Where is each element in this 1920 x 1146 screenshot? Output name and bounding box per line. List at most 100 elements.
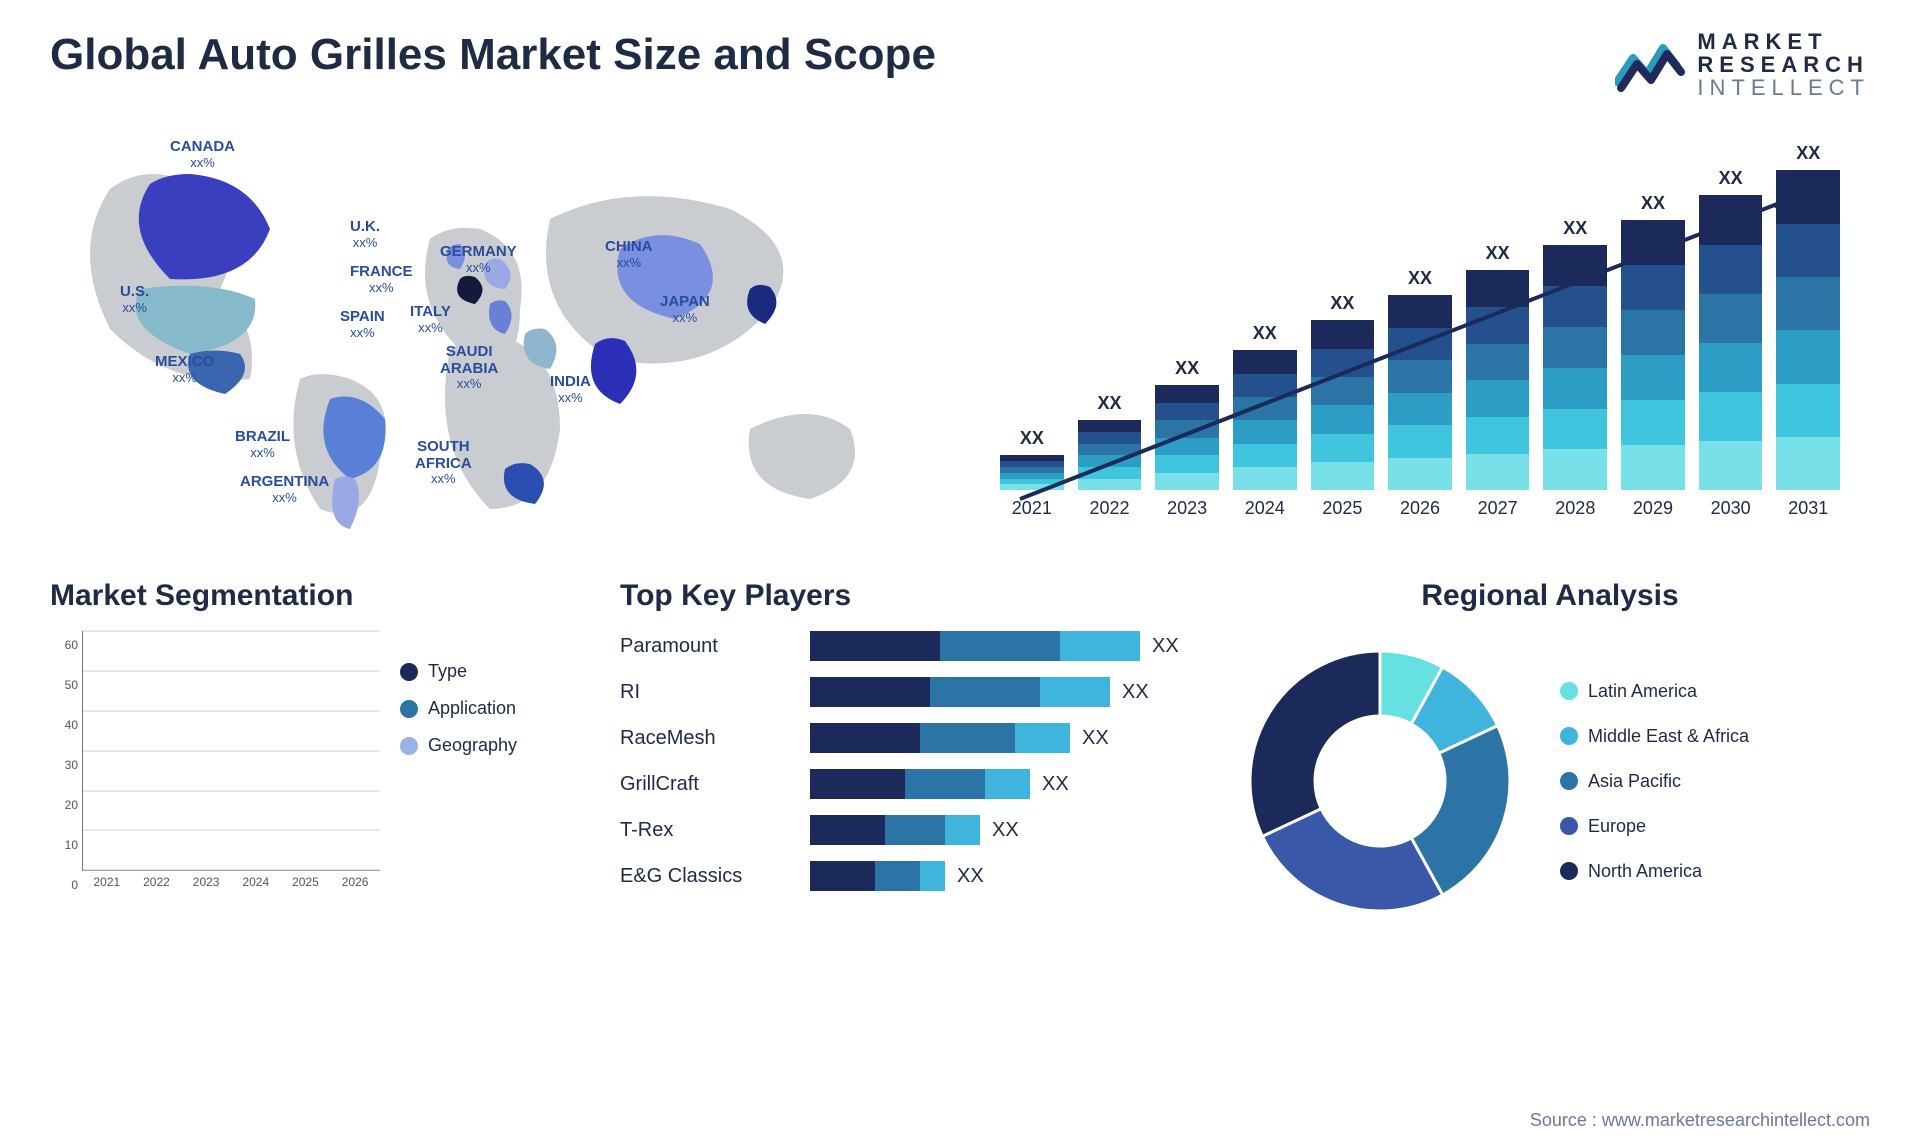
forecast-year-label: 2025: [1322, 498, 1362, 519]
seg-x-tick: 2024: [242, 875, 269, 901]
seg-x-tick: 2021: [93, 875, 120, 901]
world-map: [50, 129, 950, 539]
logo-icon: [1615, 38, 1685, 92]
logo-line2: RESEARCH: [1697, 53, 1870, 76]
forecast-year-label: 2027: [1478, 498, 1518, 519]
legend-swatch-icon: [1560, 862, 1578, 880]
segmentation-legend: Type Application Geography: [400, 631, 517, 901]
map-label-spain: SPAINxx%: [340, 309, 385, 340]
segmentation-chart: 2021 2022 2023 2024 2025 2026 0 10 20 30 40 50 60: [50, 631, 380, 901]
forecast-value-label: XX: [1175, 358, 1199, 379]
player-label: Paramount: [620, 631, 790, 661]
seg-x-tick: 2025: [292, 875, 319, 901]
region-legend-item: North America: [1560, 861, 1749, 882]
forecast-value-label: XX: [1486, 243, 1510, 264]
seg-y-tick: 50: [50, 678, 78, 692]
seg-legend-item: Application: [400, 698, 517, 719]
legend-label: Geography: [428, 735, 517, 756]
map-label-southafrica: SOUTHAFRICAxx%: [415, 439, 472, 486]
seg-x-tick: 2026: [342, 875, 369, 901]
seg-x-tick: 2023: [193, 875, 220, 901]
player-label: E&G Classics: [620, 861, 790, 891]
brand-logo: MARKET RESEARCH INTELLECT: [1615, 30, 1870, 99]
forecast-bar-2029: XX 2029: [1621, 193, 1685, 519]
legend-label: Middle East & Africa: [1588, 726, 1749, 747]
forecast-year-label: 2031: [1788, 498, 1828, 519]
seg-y-tick: 40: [50, 718, 78, 732]
forecast-year-label: 2030: [1711, 498, 1751, 519]
region-legend-item: Asia Pacific: [1560, 771, 1749, 792]
forecast-bar-2022: XX2022: [1078, 393, 1142, 519]
region-legend-item: Europe: [1560, 816, 1749, 837]
player-bar-row: XX: [810, 677, 1180, 707]
map-label-japan: JAPANxx%: [660, 294, 710, 325]
seg-y-tick: 20: [50, 798, 78, 812]
forecast-value-label: XX: [1719, 168, 1743, 189]
donut-slice: [1250, 651, 1380, 836]
legend-swatch-icon: [1560, 727, 1578, 745]
map-label-france: FRANCExx%: [350, 264, 413, 295]
player-label: T-Rex: [620, 815, 790, 845]
forecast-value-label: XX: [1563, 218, 1587, 239]
legend-label: Type: [428, 661, 467, 682]
map-label-mexico: MEXICOxx%: [155, 354, 214, 385]
forecast-bar-2028: XX2028: [1543, 218, 1607, 519]
source-footer: Source : www.marketresearchintellect.com: [1530, 1110, 1870, 1131]
legend-swatch-icon: [400, 737, 418, 755]
map-label-uk: U.K.xx%: [350, 219, 380, 250]
forecast-bar-2023: XX 2023: [1155, 358, 1219, 519]
key-players-panel: Top Key Players ParamountRIRaceMeshGrill…: [620, 579, 1180, 931]
forecast-value-label: XX: [1641, 193, 1665, 214]
forecast-year-label: 2021: [1012, 498, 1052, 519]
regional-donut-chart: [1230, 631, 1530, 931]
legend-label: Europe: [1588, 816, 1646, 837]
key-players-chart: XX XX XX XX XX XX: [810, 631, 1180, 891]
forecast-value-label: XX: [1253, 323, 1277, 344]
logo-line3: INTELLECT: [1697, 76, 1870, 99]
legend-label: Latin America: [1588, 681, 1697, 702]
player-bar-row: XX: [810, 723, 1180, 753]
forecast-value-label: XX: [1330, 293, 1354, 314]
forecast-year-label: 2023: [1167, 498, 1207, 519]
forecast-bar-2026: XX2026: [1388, 268, 1452, 519]
seg-x-tick: 2022: [143, 875, 170, 901]
seg-y-tick: 60: [50, 638, 78, 652]
map-label-italy: ITALYxx%: [410, 304, 451, 335]
forecast-chart-panel: XX2021XX2022XX2023XX2024XX2025XX2026XX20…: [990, 129, 1870, 539]
map-label-germany: GERMANYxx%: [440, 244, 517, 275]
player-value-label: XX: [992, 819, 1019, 842]
map-label-canada: CANADAxx%: [170, 139, 235, 170]
map-label-us: U.S.xx%: [120, 284, 149, 315]
player-value-label: XX: [1122, 681, 1149, 704]
seg-y-tick: 10: [50, 838, 78, 852]
logo-line1: MARKET: [1697, 30, 1870, 53]
player-label: GrillCraft: [620, 769, 790, 799]
segmentation-title: Market Segmentation: [50, 579, 570, 613]
regional-panel: Regional Analysis Latin America Middle Ea…: [1230, 579, 1870, 931]
legend-label: North America: [1588, 861, 1702, 882]
forecast-bar-2031: XX2031: [1776, 143, 1840, 519]
seg-legend-item: Geography: [400, 735, 517, 756]
seg-legend-item: Type: [400, 661, 517, 682]
region-legend-item: Middle East & Africa: [1560, 726, 1749, 747]
forecast-bar-2027: XX 2027: [1466, 243, 1530, 519]
forecast-bar-2024: XX2024: [1233, 323, 1297, 519]
legend-swatch-icon: [1560, 682, 1578, 700]
map-label-brazil: BRAZILxx%: [235, 429, 290, 460]
legend-label: Application: [428, 698, 516, 719]
legend-swatch-icon: [400, 700, 418, 718]
player-label: RaceMesh: [620, 723, 790, 753]
map-label-saudi: SAUDIARABIAxx%: [440, 344, 498, 391]
key-players-title: Top Key Players: [620, 579, 1180, 613]
player-value-label: XX: [957, 865, 984, 888]
player-value-label: XX: [1082, 727, 1109, 750]
seg-y-tick: 30: [50, 758, 78, 772]
map-label-argentina: ARGENTINAxx%: [240, 474, 329, 505]
player-value-label: XX: [1042, 773, 1069, 796]
forecast-value-label: XX: [1020, 428, 1044, 449]
player-bar-row: XX: [810, 631, 1180, 661]
regional-title: Regional Analysis: [1230, 579, 1870, 613]
forecast-bar-2030: XX 2030: [1699, 168, 1763, 519]
forecast-year-label: 2029: [1633, 498, 1673, 519]
seg-y-tick: 0: [50, 878, 78, 892]
